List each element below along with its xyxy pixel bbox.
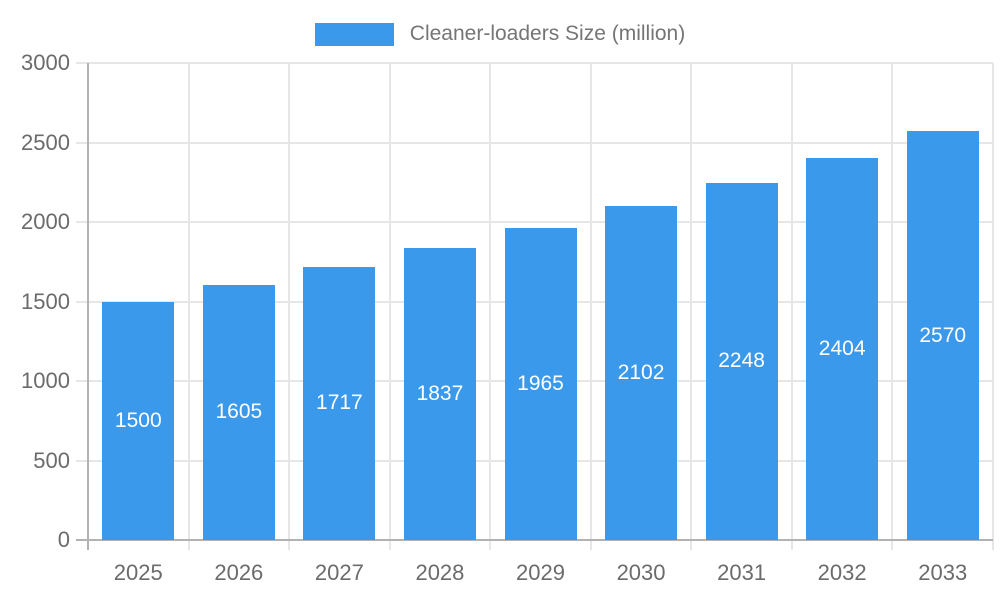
bar-value-label: 1500 bbox=[114, 408, 162, 432]
bar-2026[interactable] bbox=[202, 284, 275, 540]
bar-2029[interactable] bbox=[504, 227, 577, 540]
x-axis-line bbox=[76, 539, 993, 541]
bar-2031[interactable] bbox=[705, 182, 778, 540]
x-tick-label: 2032 bbox=[817, 560, 867, 585]
bar-2030[interactable] bbox=[605, 205, 678, 540]
bar-value-label: 2102 bbox=[617, 360, 665, 384]
bar-value-label: 1717 bbox=[316, 391, 363, 415]
x-tick-label: 2025 bbox=[113, 560, 163, 585]
bar-2033[interactable] bbox=[906, 131, 979, 540]
gridline-vertical bbox=[187, 63, 190, 550]
gridline-vertical bbox=[891, 63, 894, 550]
bar-2032[interactable] bbox=[806, 157, 879, 540]
x-tick-label: 2030 bbox=[616, 560, 666, 585]
gridline-vertical bbox=[589, 63, 592, 550]
bar-2027[interactable] bbox=[303, 266, 376, 540]
bar-value-label: 2248 bbox=[718, 349, 765, 373]
y-tick-label: 1000 bbox=[21, 368, 70, 393]
gridline-vertical bbox=[288, 63, 291, 550]
y-axis-line bbox=[87, 63, 89, 550]
bar-2025[interactable] bbox=[102, 301, 175, 540]
bar-value-label: 1965 bbox=[517, 371, 564, 395]
gridline-vertical bbox=[992, 63, 994, 550]
bar-2028[interactable] bbox=[403, 247, 476, 540]
x-tick-label: 2033 bbox=[918, 560, 968, 585]
x-tick-label: 2028 bbox=[415, 560, 465, 585]
y-tick-label: 500 bbox=[33, 447, 70, 473]
y-tick-label: 1500 bbox=[21, 288, 70, 314]
y-tick-label: 3000 bbox=[21, 50, 70, 75]
gridline-vertical bbox=[388, 63, 391, 550]
legend-label: Cleaner-loaders Size (million) bbox=[409, 22, 686, 45]
gridline-horizontal bbox=[76, 141, 993, 144]
gridline-horizontal bbox=[76, 221, 993, 223]
x-tick-label: 2031 bbox=[717, 560, 767, 585]
gridline-horizontal bbox=[76, 62, 993, 64]
legend: Cleaner-loaders Size (million) bbox=[0, 21, 1000, 47]
x-tick-label: 2027 bbox=[314, 560, 364, 585]
bar-value-label: 1837 bbox=[416, 381, 464, 405]
bar-value-label: 2570 bbox=[919, 323, 967, 347]
x-tick-label: 2029 bbox=[516, 560, 565, 585]
gridline-vertical bbox=[690, 63, 693, 550]
bar-value-label: 1605 bbox=[215, 400, 263, 424]
bar-value-label: 2404 bbox=[818, 336, 866, 360]
legend-swatch bbox=[314, 22, 394, 46]
gridline-vertical bbox=[489, 63, 492, 550]
y-tick-label: 2500 bbox=[21, 129, 70, 155]
y-tick-label: 0 bbox=[57, 527, 70, 552]
x-tick-label: 2026 bbox=[214, 560, 264, 585]
y-tick-label: 2000 bbox=[21, 209, 70, 234]
gridline-vertical bbox=[790, 63, 793, 550]
legend-item[interactable]: Cleaner-loaders Size (million) bbox=[314, 22, 686, 46]
